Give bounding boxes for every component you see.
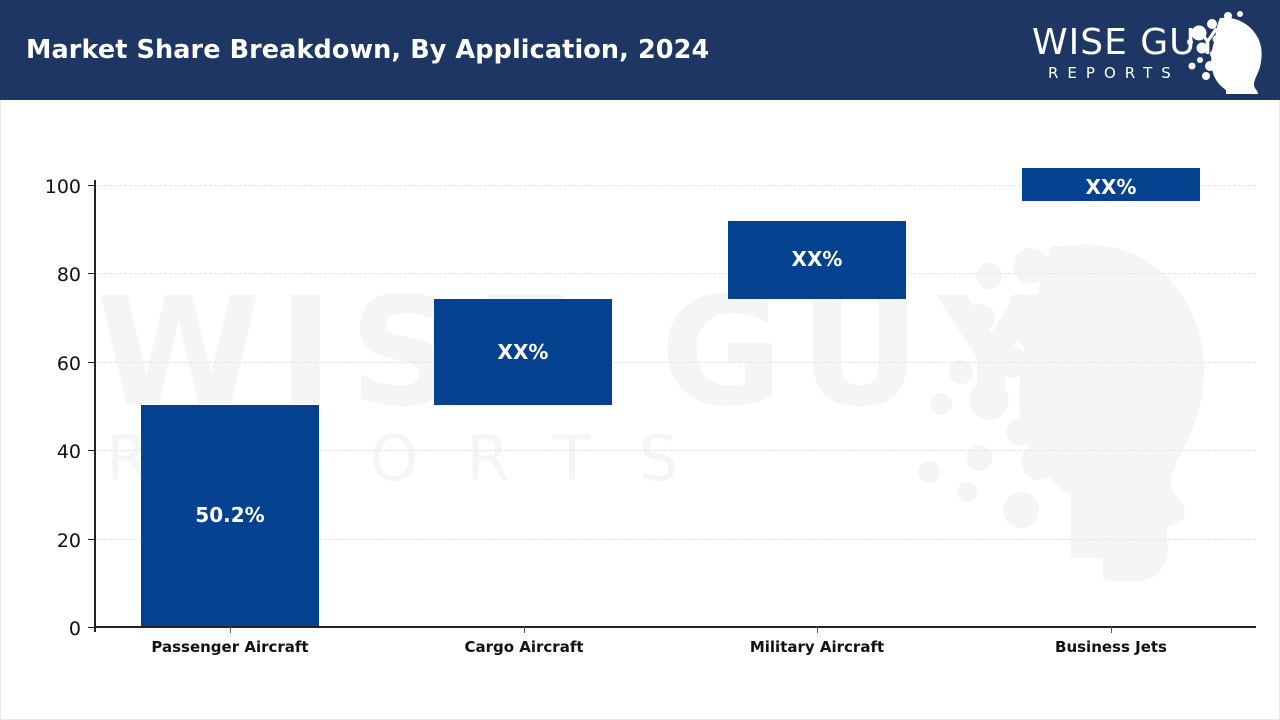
bar-label-passenger-aircraft: 50.2% — [195, 503, 265, 527]
x-tick-mark-passenger-aircraft — [230, 626, 231, 633]
x-tick-label-passenger-aircraft: Passenger Aircraft — [151, 638, 309, 656]
x-tick-label-business-jets: Business Jets — [1055, 638, 1167, 656]
bar-label-military-aircraft: XX% — [791, 247, 843, 271]
y-tick-mark-0 — [88, 627, 94, 628]
y-axis — [94, 180, 96, 632]
logo-wordmark-secondary: REPORTS — [1048, 64, 1180, 82]
y-tick-label-80: 80 — [56, 264, 81, 287]
x-tick-mark-business-jets — [1111, 626, 1112, 633]
y-tick-mark-100 — [88, 185, 94, 186]
bar-military-aircraft[interactable] — [728, 221, 906, 299]
plot-area: 50.2% XX% XX% XX% — [94, 168, 1256, 627]
x-tick-mark-cargo-aircraft — [524, 626, 525, 633]
bar-cargo-aircraft[interactable] — [434, 299, 612, 405]
header-bar: Market Share Breakdown, By Application, … — [0, 0, 1280, 100]
y-tick-label-60: 60 — [56, 352, 81, 375]
y-tick-label-40: 40 — [56, 441, 81, 464]
gridline-40 — [94, 450, 1256, 452]
bar-passenger-aircraft[interactable] — [141, 405, 319, 627]
bar-label-cargo-aircraft: XX% — [497, 340, 549, 364]
chart-canvas: WISE GUY REPORTS — [0, 100, 1280, 720]
gridline-60 — [94, 361, 1256, 363]
bar-business-jets[interactable] — [1022, 168, 1200, 201]
logo-head-icon — [1187, 11, 1262, 94]
gridline-20 — [94, 538, 1256, 540]
y-tick-label-100: 100 — [44, 176, 81, 198]
gridline-80 — [94, 273, 1256, 275]
y-tick-mark-80 — [88, 273, 94, 275]
y-tick-label-20: 20 — [56, 529, 81, 552]
y-tick-label-0: 0 — [68, 618, 81, 640]
bar-label-business-jets: XX% — [1085, 175, 1137, 199]
y-tick-mark-20 — [88, 538, 94, 540]
gridline-100 — [94, 185, 1256, 186]
page-title: Market Share Breakdown, By Application, … — [26, 35, 710, 65]
x-tick-mark-military-aircraft — [817, 626, 818, 633]
brand-logo: WISE GUY REPORTS — [1024, 6, 1274, 94]
x-tick-label-military-aircraft: Military Aircraft — [749, 638, 885, 656]
y-tick-mark-60 — [88, 361, 94, 363]
x-axis — [94, 626, 1256, 628]
x-tick-label-cargo-aircraft: Cargo Aircraft — [464, 638, 584, 656]
y-tick-mark-40 — [88, 450, 94, 452]
